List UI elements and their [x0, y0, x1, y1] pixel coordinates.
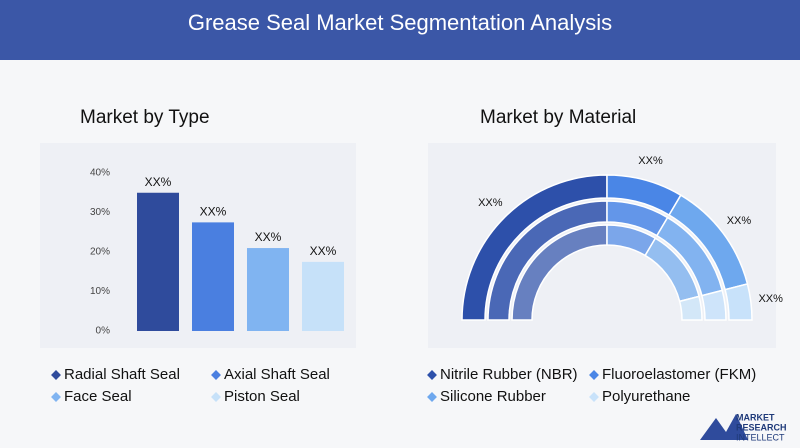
- data-label: XX%: [758, 293, 783, 305]
- legend-label: Radial Shaft Seal: [64, 366, 180, 383]
- legend-marker: [427, 392, 437, 402]
- y-tick-label: 40%: [90, 168, 110, 179]
- legend-label: Polyurethane: [602, 388, 690, 405]
- header-band: [0, 0, 800, 60]
- data-label: XX%: [200, 205, 227, 219]
- bar: [302, 261, 344, 331]
- data-label: XX%: [310, 244, 337, 258]
- data-label: XX%: [727, 215, 752, 227]
- legend-marker: [589, 370, 599, 380]
- y-tick-label: 0%: [96, 326, 111, 337]
- legend-marker: [51, 392, 61, 402]
- legend-label: Face Seal: [64, 388, 132, 405]
- legend-label: Piston Seal: [224, 388, 300, 405]
- logo-text: INTELLECT: [736, 432, 785, 442]
- logo-text: MARKET: [736, 412, 775, 422]
- legend-marker: [211, 392, 221, 402]
- data-label: XX%: [478, 197, 503, 209]
- legend-marker: [211, 370, 221, 380]
- legend-marker: [589, 392, 599, 402]
- legend-marker: [51, 370, 61, 380]
- donut-segment: [678, 295, 703, 321]
- legend-marker: [427, 370, 437, 380]
- y-tick-label: 20%: [90, 247, 110, 258]
- data-label: XX%: [255, 230, 282, 244]
- donut-segment: [701, 289, 727, 321]
- legend-label: Axial Shaft Seal: [224, 366, 330, 383]
- donut-segment: [724, 283, 753, 321]
- chart-title: Market by Material: [480, 107, 636, 128]
- y-tick-label: 10%: [90, 286, 110, 297]
- header-title: Grease Seal Market Segmentation Analysis: [188, 10, 612, 35]
- bar: [137, 192, 179, 331]
- logo-icon: [700, 414, 748, 440]
- legend-label: Silicone Rubber: [440, 388, 546, 405]
- legend-label: Nitrile Rubber (NBR): [440, 366, 578, 383]
- data-label: XX%: [145, 175, 172, 189]
- y-tick-label: 30%: [90, 207, 110, 218]
- legend-label: Fluoroelastomer (FKM): [602, 366, 756, 383]
- logo-text: RESEARCH: [736, 422, 787, 432]
- chart-title: Market by Type: [80, 107, 210, 128]
- bar: [247, 248, 289, 331]
- data-label: XX%: [638, 155, 663, 167]
- bar: [192, 222, 234, 331]
